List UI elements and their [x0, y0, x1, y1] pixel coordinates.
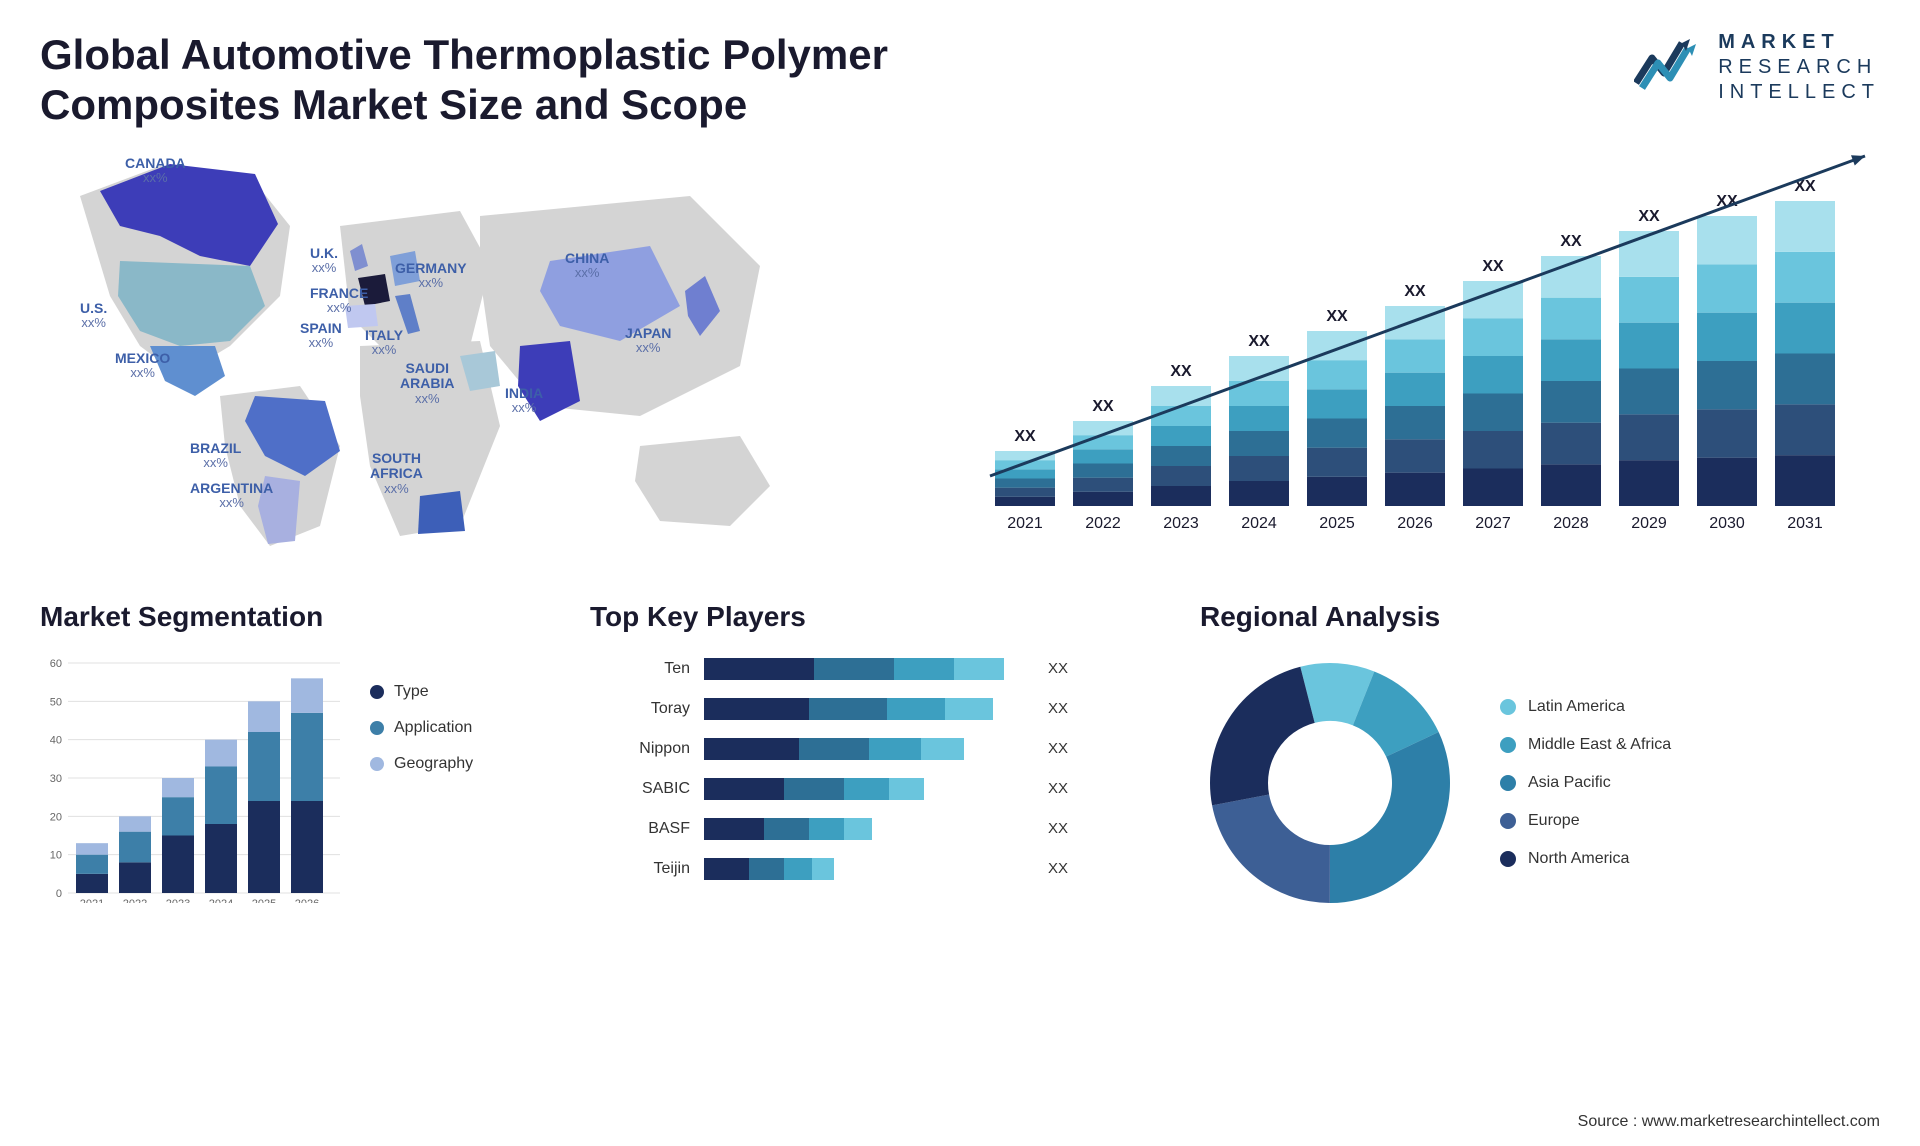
svg-text:10: 10: [50, 849, 62, 861]
svg-text:60: 60: [50, 658, 62, 670]
segmentation-panel: Market Segmentation 0 10 20 30 40 50 60 2021 202…: [40, 601, 540, 921]
map-label: U.S.xx%: [80, 301, 107, 331]
legend-item: Geography: [370, 755, 473, 773]
svg-text:2028: 2028: [1553, 515, 1589, 532]
svg-text:40: 40: [50, 734, 62, 746]
svg-text:30: 30: [50, 773, 62, 785]
map-label: SOUTHAFRICAxx%: [370, 451, 423, 496]
map-label: MEXICOxx%: [115, 351, 170, 381]
players-chart: TenXX TorayXX NipponXX SABICXX BASFXX TeijinX…: [590, 653, 1150, 885]
top-row: CANADAxx% U.S.xx% MEXICOxx% BRAZILxx% ARGENT…: [40, 146, 1880, 556]
player-row: BASFXX: [590, 813, 1150, 845]
region-legend: Latin America Middle East & Africa Asia Pa…: [1500, 698, 1671, 868]
svg-text:20: 20: [50, 811, 62, 823]
svg-text:2026: 2026: [295, 898, 319, 903]
svg-text:2024: 2024: [1241, 515, 1277, 532]
player-row: NipponXX: [590, 733, 1150, 765]
segmentation-legend: Type Application Geography: [370, 653, 473, 773]
region-panel: Regional Analysis Latin America Middle Ea…: [1200, 601, 1880, 921]
svg-text:XX: XX: [1560, 233, 1582, 250]
map-label: CANADAxx%: [125, 156, 186, 186]
svg-text:2030: 2030: [1709, 515, 1745, 532]
legend-item: Application: [370, 719, 473, 737]
map-label: JAPANxx%: [625, 326, 671, 356]
svg-text:XX: XX: [1014, 428, 1036, 445]
svg-text:2025: 2025: [1319, 515, 1355, 532]
region-title: Regional Analysis: [1200, 601, 1880, 633]
map-label: SPAINxx%: [300, 321, 342, 351]
brand-logo: MARKET RESEARCH INTELLECT: [1634, 30, 1880, 105]
segmentation-chart-svg: 0 10 20 30 40 50 60 2021 2022 2023 2024 2025 2026: [40, 653, 340, 903]
svg-text:2022: 2022: [1085, 515, 1121, 532]
players-panel: Top Key Players TenXX TorayXX NipponXX SABI…: [590, 601, 1150, 921]
player-row: SABICXX: [590, 773, 1150, 805]
region-donut-svg: [1200, 653, 1460, 913]
header: Global Automotive Thermoplastic Polymer …: [40, 30, 1880, 131]
svg-text:2027: 2027: [1475, 515, 1511, 532]
svg-text:XX: XX: [1248, 333, 1270, 350]
region-legend-item: Middle East & Africa: [1500, 736, 1671, 754]
world-map-panel: CANADAxx% U.S.xx% MEXICOxx% BRAZILxx% ARGENT…: [40, 146, 910, 556]
svg-text:XX: XX: [1326, 308, 1348, 325]
legend-item: Type: [370, 683, 473, 701]
player-row: TenXX: [590, 653, 1150, 685]
region-legend-item: North America: [1500, 850, 1671, 868]
player-row: TeijinXX: [590, 853, 1150, 885]
world-map-svg: [40, 146, 910, 556]
svg-text:XX: XX: [1638, 208, 1660, 225]
source-attribution: Source : www.marketresearchintellect.com: [1578, 1113, 1880, 1131]
svg-text:2023: 2023: [166, 898, 190, 903]
brand-text: MARKET RESEARCH INTELLECT: [1718, 30, 1880, 105]
svg-text:50: 50: [50, 696, 62, 708]
player-row: TorayXX: [590, 693, 1150, 725]
svg-text:2024: 2024: [209, 898, 233, 903]
svg-text:XX: XX: [1482, 258, 1504, 275]
svg-text:2023: 2023: [1163, 515, 1199, 532]
map-label: INDIAxx%: [505, 386, 543, 416]
map-label: U.K.xx%: [310, 246, 338, 276]
svg-text:XX: XX: [1092, 398, 1114, 415]
svg-text:2021: 2021: [80, 898, 104, 903]
map-label: CHINAxx%: [565, 251, 609, 281]
forecast-chart-svg: XX 2021 XX 2022 XX 2023 XX 2024 XX 2025 XX 2026 XX 20…: [970, 146, 1880, 556]
svg-text:2029: 2029: [1631, 515, 1667, 532]
map-label: FRANCExx%: [310, 286, 368, 316]
map-label: ARGENTINAxx%: [190, 481, 273, 511]
svg-text:2026: 2026: [1397, 515, 1433, 532]
players-title: Top Key Players: [590, 601, 1150, 633]
svg-text:XX: XX: [1170, 363, 1192, 380]
svg-text:2025: 2025: [252, 898, 276, 903]
svg-text:2031: 2031: [1787, 515, 1823, 532]
map-label: ITALYxx%: [365, 328, 403, 358]
map-label: SAUDIARABIAxx%: [400, 361, 454, 406]
forecast-chart-panel: XX 2021 XX 2022 XX 2023 XX 2024 XX 2025 XX 2026 XX 20…: [970, 146, 1880, 556]
bottom-row: Market Segmentation 0 10 20 30 40 50 60 2021 202…: [40, 601, 1880, 921]
svg-text:2022: 2022: [123, 898, 147, 903]
svg-text:XX: XX: [1404, 283, 1426, 300]
svg-text:0: 0: [56, 888, 62, 900]
svg-text:2021: 2021: [1007, 515, 1043, 532]
region-legend-item: Asia Pacific: [1500, 774, 1671, 792]
region-legend-item: Europe: [1500, 812, 1671, 830]
region-legend-item: Latin America: [1500, 698, 1671, 716]
map-label: GERMANYxx%: [395, 261, 467, 291]
brand-mark-icon: [1634, 38, 1704, 98]
map-label: BRAZILxx%: [190, 441, 241, 471]
segmentation-title: Market Segmentation: [40, 601, 540, 633]
page-title: Global Automotive Thermoplastic Polymer …: [40, 30, 1040, 131]
